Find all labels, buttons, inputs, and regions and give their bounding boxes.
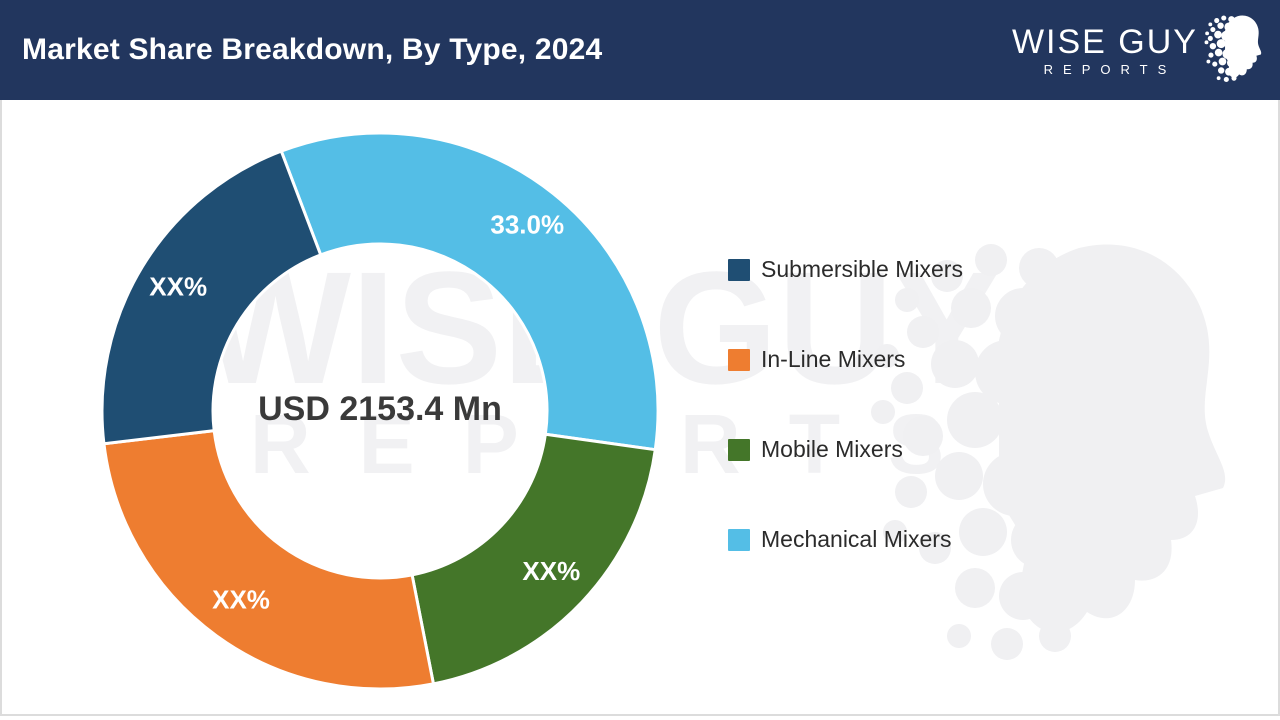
segment-label: 33.0% [490,209,564,239]
page-title: Market Share Breakdown, By Type, 2024 [22,33,603,66]
legend-item: In-Line Mixers [728,348,963,371]
legend: Submersible Mixers In-Line Mixers Mobile M… [728,258,963,618]
logo-text: WISE GUY REPORTS [1012,25,1198,76]
donut-segment [279,131,660,452]
header: Market Share Breakdown, By Type, 2024 WI… [0,0,1280,100]
chart-center-value: USD 2153.4 Mn [258,390,502,428]
donut-chart: 33.0% XX% XX% XX% [100,131,660,691]
legend-label: In-Line Mixers [761,346,906,372]
logo-wordmark: WISE GUY [1011,22,1198,61]
legend-item: Submersible Mixers [728,258,963,281]
legend-item: Mobile Mixers [728,438,963,461]
wiseguy-logo: WISE GUY REPORTS [1012,10,1266,90]
legend-swatch [728,258,750,281]
segment-label: XX% [149,272,207,302]
donut-segment [102,429,435,691]
logo-subtext: REPORTS [1043,61,1177,77]
chart-area: WISE GUY REPORTS 33.0%XX%XX%XX% USD 2153… [0,100,1280,716]
segment-label: XX% [212,585,270,615]
legend-swatch [728,438,750,461]
segment-label: XX% [522,556,580,586]
donut-segment [410,432,657,686]
legend-label: Submersible Mixers [761,256,963,282]
legend-item: Mechanical Mixers [728,528,963,551]
donut-segment [100,149,323,446]
wiseguy-face-icon [1202,10,1266,90]
legend-label: Mechanical Mixers [761,526,952,552]
legend-swatch [728,348,750,371]
legend-label: Mobile Mixers [761,436,903,462]
legend-swatch [728,528,750,551]
